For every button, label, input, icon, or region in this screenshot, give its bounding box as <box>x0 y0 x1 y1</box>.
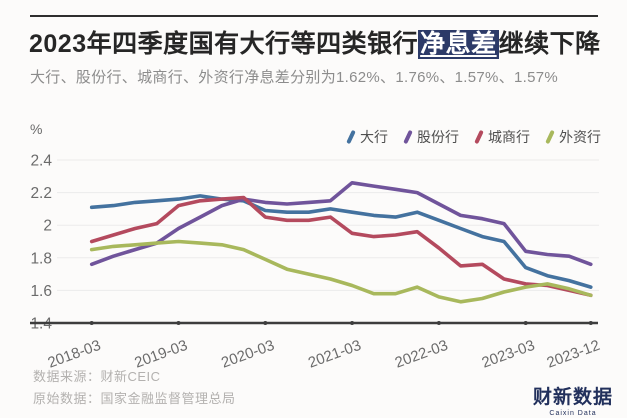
series-line-0 <box>89 194 593 289</box>
legend-label-0: 大行 <box>360 129 388 145</box>
legend-label-2: 城商行 <box>488 129 530 145</box>
page-title-pre: 2023年四季度国有大行等四类银行 <box>29 30 419 58</box>
legend-item-1: 股份行 <box>403 127 459 147</box>
caixin-data-logo: 财新数据 Caixin Data <box>528 382 618 417</box>
page-title-highlight: 净息差 <box>418 30 499 59</box>
y-axis-unit-label: % <box>30 121 43 137</box>
legend-item-0: 大行 <box>346 127 388 147</box>
x-tick-label-2021-03: 2021-03 <box>306 337 364 372</box>
x-tick-mark-2023-03 <box>523 321 528 325</box>
logo-text: 财新数据 <box>532 387 613 408</box>
y-tick-label-2.2: 2.2 <box>30 185 52 202</box>
series-line-2 <box>89 195 593 298</box>
x-tick-mark-2023-12 <box>588 321 593 325</box>
x-tick-mark-2021-03 <box>350 321 355 325</box>
page-title: 2023年四季度国有大行等四类银行净息差继续下降 <box>29 24 609 60</box>
x-tick-mark-2020-03 <box>263 321 268 325</box>
legend-item-3: 外资行 <box>545 127 601 147</box>
chart-legend: 大行 股份行 城商行 外资行 <box>346 127 601 147</box>
x-tick-label-2023-12: 2023-12 <box>545 337 603 372</box>
subtitle: 大行、股份行、城商行、外资行净息差分别为1.62%、1.76%、1.57%、1.… <box>30 69 559 86</box>
legend-item-2: 城商行 <box>474 127 530 147</box>
data-source-line: 数据来源：财新CEIC <box>33 369 161 384</box>
legend-label-3: 外资行 <box>559 129 601 145</box>
y-tick-label-1.8: 1.8 <box>30 250 52 267</box>
x-tick-label-2020-03: 2020-03 <box>219 337 277 372</box>
x-tick-mark-2018-03 <box>89 321 94 325</box>
series-line-1 <box>89 181 593 267</box>
page-title-post: 继续下降 <box>498 30 601 58</box>
legend-label-1: 股份行 <box>417 129 459 145</box>
original-data-line: 原始数据：国家金融监督管理总局 <box>33 391 236 406</box>
logo-subtext: Caixin Data <box>549 410 597 417</box>
series-line-3 <box>89 239 593 304</box>
x-tick-label-2022-03: 2022-03 <box>393 337 451 372</box>
y-tick-label-1.6: 1.6 <box>30 283 52 300</box>
x-tick-mark-2019-03 <box>176 321 181 325</box>
x-tick-mark-2022-03 <box>436 321 441 325</box>
x-tick-label-2023-03: 2023-03 <box>480 337 538 372</box>
y-tick-label-2: 2 <box>43 218 52 235</box>
header-rule <box>30 15 598 17</box>
y-tick-label-2.4: 2.4 <box>30 153 52 170</box>
